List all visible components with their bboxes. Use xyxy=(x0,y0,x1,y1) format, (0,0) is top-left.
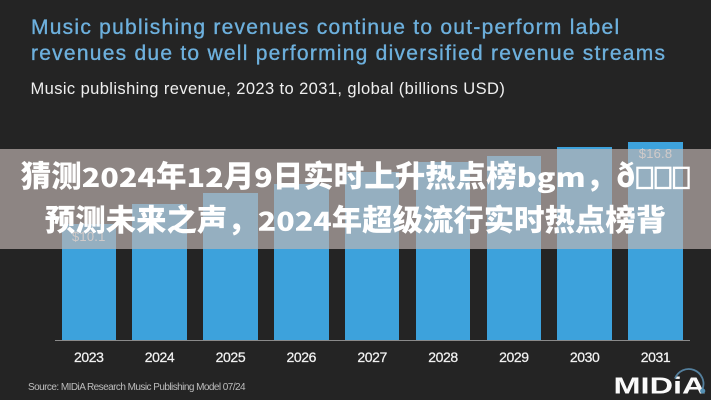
svg-text:MIDiA: MIDiA xyxy=(614,373,706,399)
